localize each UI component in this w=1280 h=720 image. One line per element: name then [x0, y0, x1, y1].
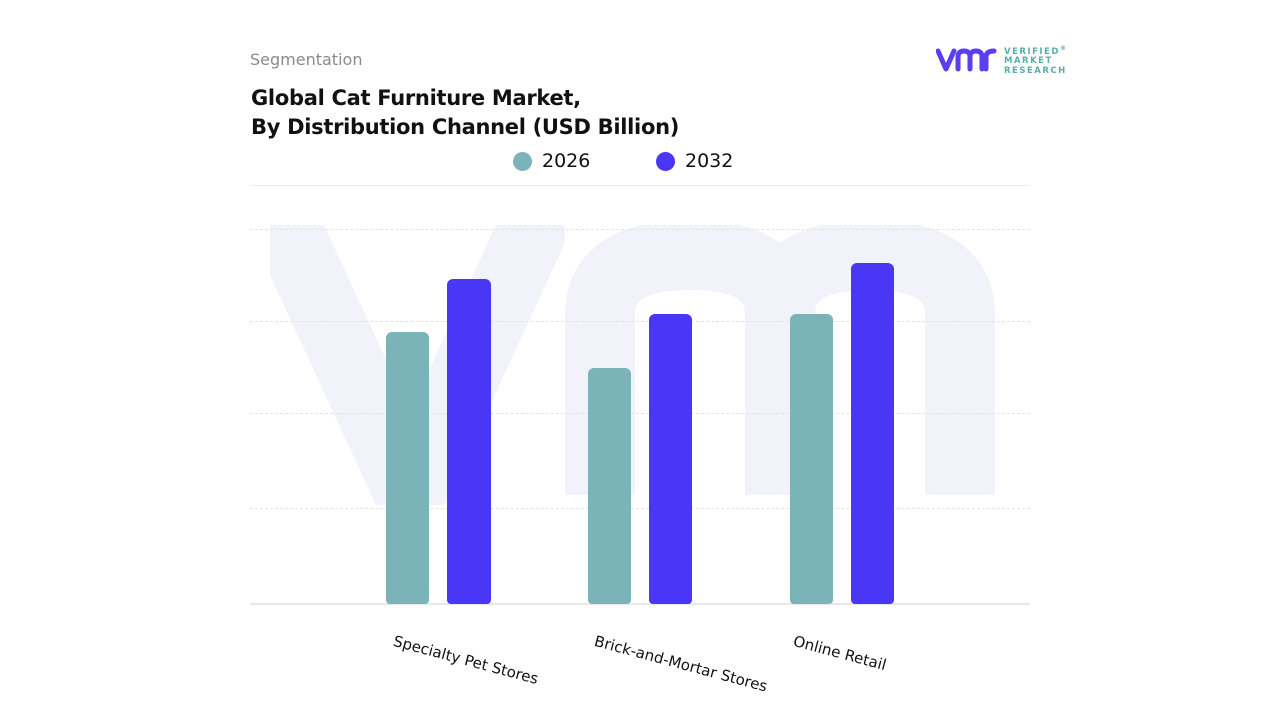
plot-area — [250, 186, 1030, 606]
legend-label: 2032 — [685, 150, 734, 172]
legend-divider — [250, 185, 1030, 186]
logo-text: VERIFIED® MARKET RESEARCH — [1004, 44, 1067, 76]
gridline — [250, 413, 1030, 414]
vmr-logo-icon — [936, 48, 997, 72]
x-label-online: Online Retail — [791, 632, 889, 675]
legend-dot-icon — [513, 151, 532, 171]
logo-line1: VERIFIED — [1004, 46, 1060, 57]
gridline — [250, 508, 1030, 509]
legend-label: 2026 — [542, 150, 591, 172]
legend-item-2026: 2026 — [513, 150, 656, 172]
x-axis-baseline — [250, 603, 1030, 605]
bar-brick-2026[interactable] — [588, 368, 631, 604]
legend-item-2032: 2032 — [656, 150, 733, 172]
registered-mark: ® — [1059, 45, 1068, 52]
x-label-brick: Brick-and-Mortar Stores — [592, 632, 770, 696]
logo-line3: RESEARCH — [1004, 65, 1067, 76]
vmr-logo: VERIFIED® MARKET RESEARCH — [936, 44, 1067, 76]
chart-title-line2: By Distribution Channel (USD Billion) — [251, 115, 680, 139]
bar-specialty-2026[interactable] — [386, 332, 429, 604]
legend-dot-icon — [656, 151, 675, 171]
gridline — [250, 321, 1030, 322]
bar-online-2032[interactable] — [851, 263, 894, 604]
bar-specialty-2032[interactable] — [447, 279, 491, 604]
chart-title-line1: Global Cat Furniture Market, — [251, 86, 581, 110]
chart-title: Global Cat Furniture Market, By Distribu… — [251, 84, 679, 142]
segment-label: Segmentation — [250, 50, 363, 69]
gridline — [250, 229, 1030, 230]
bar-online-2026[interactable] — [790, 314, 833, 604]
bar-brick-2032[interactable] — [649, 314, 692, 604]
x-label-specialty: Specialty Pet Stores — [391, 632, 541, 689]
logo-line2: MARKET — [1004, 56, 1053, 67]
legend: 2026 2032 — [513, 150, 733, 172]
